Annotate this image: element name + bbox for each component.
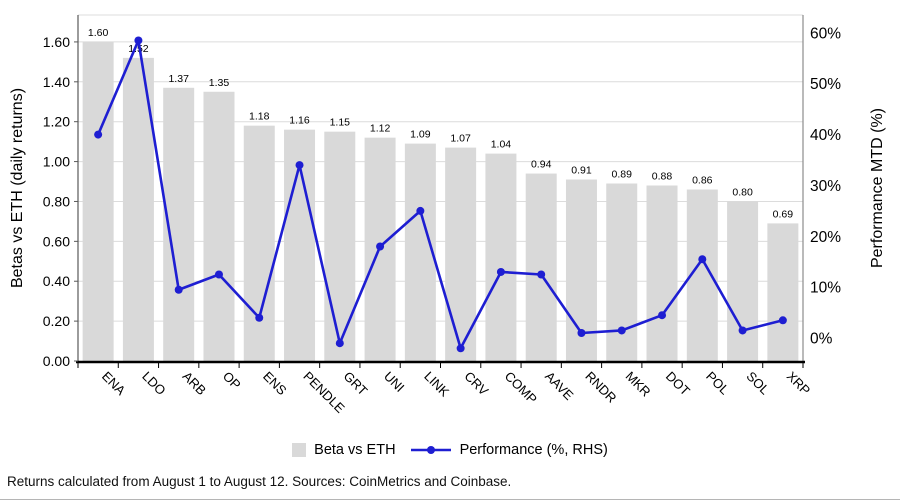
left-axis-tick-label: 1.20 (43, 114, 70, 130)
x-category-label: PENDLE (300, 369, 348, 417)
performance-point (456, 344, 465, 353)
x-category-label: DOT (663, 369, 693, 399)
x-category-label: UNI (381, 369, 407, 395)
right-axis-tick-label: 20% (810, 229, 841, 246)
left-axis-title: Betas vs ETH (daily returns) (9, 88, 26, 288)
left-axis-tick-label: 0.60 (43, 233, 70, 249)
performance-point (134, 36, 143, 45)
legend-label-beta: Beta vs ETH (314, 442, 396, 458)
legend-label-performance: Performance (%, RHS) (459, 442, 608, 458)
performance-line (96, 39, 784, 350)
bar (727, 201, 759, 361)
x-category-label: POL (703, 369, 732, 398)
x-category-label: LDO (139, 369, 169, 399)
performance-point (577, 329, 586, 338)
x-category-label: AAVE (542, 369, 577, 404)
x-category-label: SOL (743, 369, 772, 398)
x-category-label: GRT (341, 369, 371, 399)
x-category-label: MKR (623, 369, 654, 400)
bar-series-swatch-icon (292, 443, 307, 457)
combo-chart-canvas: 1.601.521.37 1.351.18 1.16 1.15 1.12 1.09 1.07… (9, 14, 886, 417)
bar-value-label: 1.16 (289, 115, 310, 127)
bar-value-label: 0.80 (732, 186, 753, 198)
performance-point (416, 206, 425, 215)
bar (243, 125, 275, 361)
right-axis-tick-label: 30% (810, 178, 841, 195)
bar-value-label: 1.37 (168, 73, 189, 85)
bar-value-label: 1.35 (209, 77, 230, 89)
left-axis-tick-label: 0.20 (43, 313, 70, 329)
bar-value-label: 0.69 (773, 208, 794, 220)
right-axis-tick-label: 0% (810, 331, 833, 348)
bar-value-label: 0.88 (652, 171, 673, 183)
legend-item-performance: Performance (%, RHS) (410, 442, 608, 458)
performance-point (778, 316, 787, 325)
bar-value-label: 0.86 (692, 174, 713, 186)
bar (525, 173, 557, 361)
bar-value-label: 0.91 (571, 165, 592, 177)
right-axis-tick-label: 10% (810, 280, 841, 297)
chart-legend: Beta vs ETH Performance (%, RHS) (0, 440, 900, 460)
x-category-label: OP (220, 369, 244, 393)
performance-point (94, 130, 103, 139)
performance-point (255, 313, 264, 322)
x-category-label: XRP (784, 369, 814, 399)
performance-point (214, 270, 223, 279)
x-category-label: ARB (180, 369, 210, 399)
performance-point (376, 242, 385, 251)
performance-point (738, 326, 747, 335)
x-category-label: RNDR (582, 369, 619, 406)
bar-value-label: 1.09 (410, 129, 431, 141)
bar-value-label: 0.94 (531, 159, 552, 171)
left-axis-tick-label: 1.00 (43, 154, 70, 170)
right-axis-tick-label: 40% (810, 127, 841, 144)
line-series-swatch-icon (410, 446, 451, 454)
performance-point (295, 161, 304, 170)
left-axis-tick-label: 1.40 (43, 74, 70, 90)
bar-value-label: 1.07 (450, 133, 471, 145)
performance-point (698, 255, 707, 264)
bar-value-label: 1.18 (249, 111, 270, 123)
bar-value-label: 1.12 (370, 123, 391, 135)
bar-value-label: 1.15 (330, 117, 351, 129)
right-axis-tick-label: 50% (810, 76, 841, 93)
left-axis-tick-label: 0.00 (43, 353, 70, 369)
legend-item-beta: Beta vs ETH (292, 442, 396, 458)
x-category-label: LINK (421, 369, 452, 400)
right-axis-tick-label: 60% (810, 25, 841, 42)
performance-point (617, 326, 626, 335)
x-category-label: COMP (502, 369, 540, 407)
x-category-label: CRV (462, 369, 492, 399)
bar (646, 185, 678, 361)
bar-value-label: 0.89 (612, 169, 633, 181)
x-category-label: ENS (260, 369, 290, 399)
bar-value-label: 1.04 (491, 139, 512, 151)
right-axis-title: Performance MTD (%) (869, 108, 886, 268)
performance-point (335, 339, 344, 348)
bar (485, 153, 517, 361)
source-note: Returns calculated from August 1 to Augu… (7, 474, 512, 489)
bar (767, 223, 799, 361)
x-category-label: ENA (99, 369, 129, 399)
performance-point (496, 267, 505, 276)
left-axis-tick-label: 0.40 (43, 273, 70, 289)
performance-point (537, 270, 546, 279)
left-axis-tick-label: 0.80 (43, 193, 70, 209)
bar (82, 41, 114, 362)
performance-point (174, 285, 183, 294)
performance-point (658, 311, 667, 320)
bar (404, 143, 436, 361)
bar (324, 131, 356, 361)
left-axis-tick-label: 1.60 (43, 34, 70, 50)
bar (203, 91, 235, 361)
bar-value-label: 1.60 (88, 27, 109, 39)
bar (445, 147, 477, 361)
